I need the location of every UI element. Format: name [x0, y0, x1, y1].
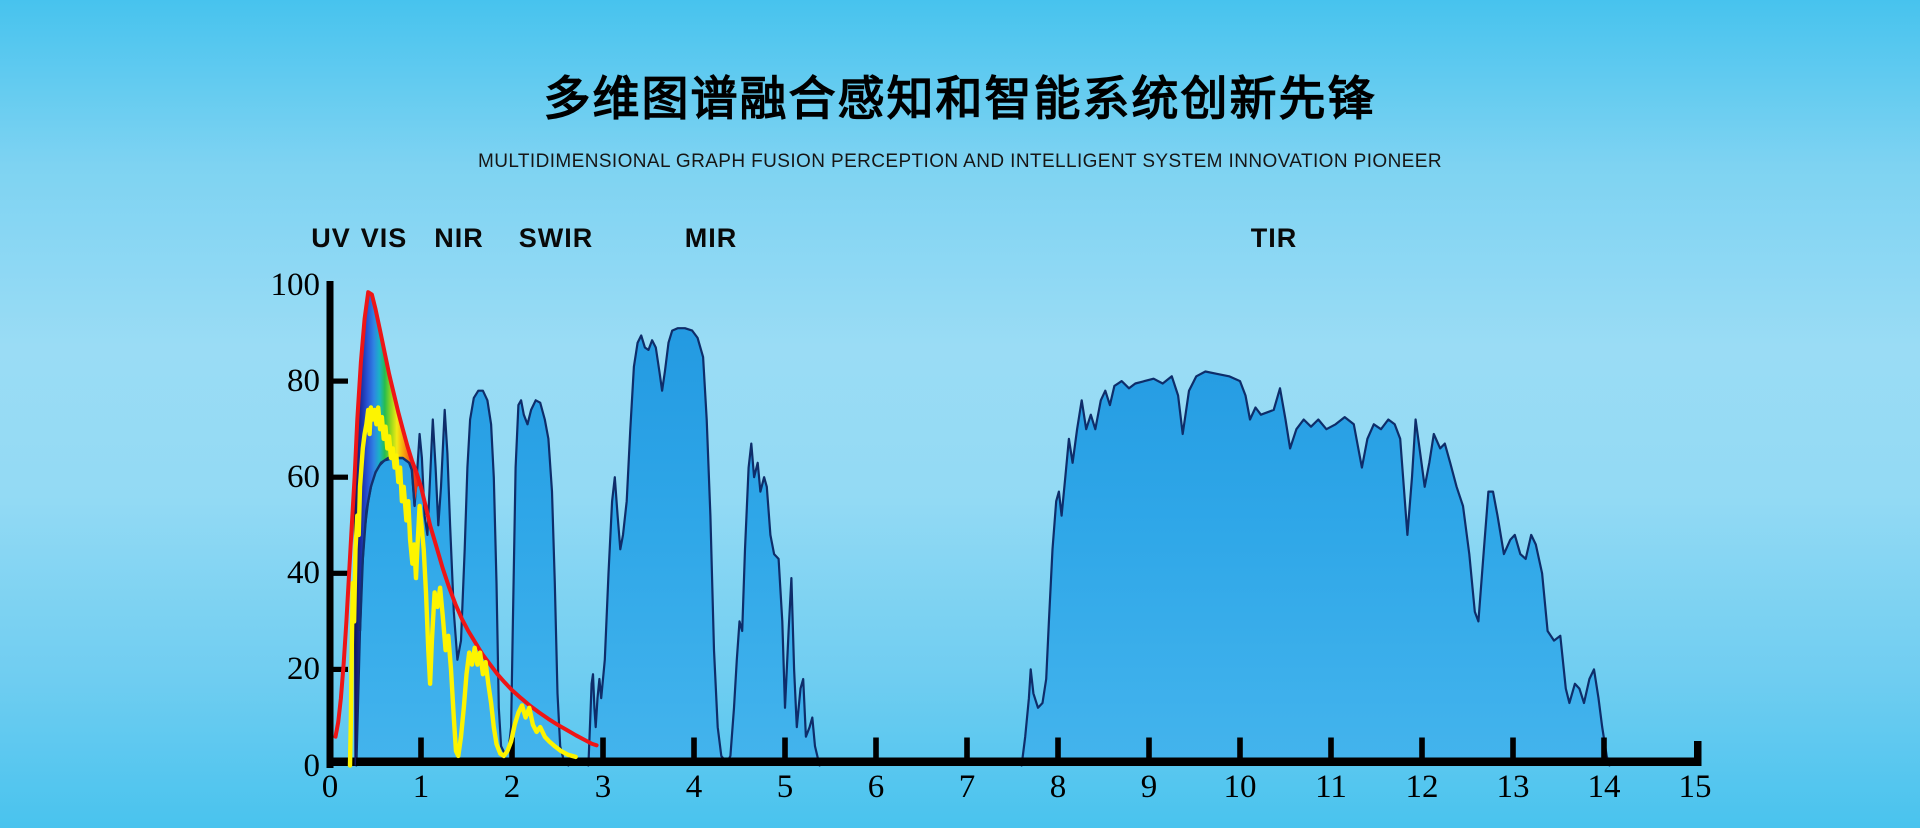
x-axis-tick	[1419, 737, 1425, 759]
x-tick-label-0: 0	[321, 769, 339, 805]
solar-spectrum-curve	[347, 405, 578, 768]
y-axis-tick	[333, 570, 348, 576]
y-tick-label-40: 40	[287, 555, 320, 592]
x-axis-tick	[964, 737, 970, 759]
x-tick-label-11: 11	[1315, 769, 1347, 805]
x-axis-tick	[600, 737, 606, 759]
x-axis-tick	[873, 737, 879, 759]
y-tick-label-80: 80	[287, 363, 320, 400]
x-tick-label-14: 14	[1587, 769, 1621, 805]
x-axis-tick	[509, 737, 515, 759]
y-axis-line	[326, 281, 334, 768]
x-axis-line	[326, 757, 1702, 766]
page-subtitle: MULTIDIMENSIONAL GRAPH FUSION PERCEPTION…	[478, 151, 1442, 172]
page-title: 多维图谱融合感知和智能系统创新先锋	[543, 72, 1377, 125]
x-axis-end-cap	[1694, 741, 1702, 766]
x-tick-label-12: 12	[1405, 769, 1439, 805]
x-tick-label-6: 6	[867, 769, 885, 805]
x-tick-label-10: 10	[1223, 769, 1257, 805]
band-label-uv: UV	[311, 223, 351, 253]
band-label-nir: NIR	[434, 223, 484, 253]
atmospheric-window-tir	[1020, 370, 1611, 767]
band-label-vis: VIS	[360, 223, 408, 253]
x-axis-tick	[782, 737, 788, 759]
x-tick-label-3: 3	[594, 769, 612, 805]
x-tick-label-7: 7	[958, 769, 976, 805]
x-axis-tick	[1146, 737, 1152, 759]
band-label-tir: TIR	[1250, 223, 1298, 253]
x-axis-tick	[1328, 737, 1334, 759]
x-axis-tick	[1601, 737, 1607, 759]
x-axis-tick	[418, 737, 424, 759]
y-tick-label-100: 100	[270, 267, 321, 303]
x-tick-label-4: 4	[685, 769, 703, 805]
x-axis-tick	[1055, 737, 1061, 759]
x-axis-tick	[1237, 737, 1243, 759]
x-tick-label-8: 8	[1049, 769, 1067, 805]
atmospheric-window-mir	[587, 327, 821, 767]
x-tick-label-13: 13	[1496, 769, 1530, 805]
x-tick-label-9: 9	[1140, 769, 1158, 805]
y-tick-label-60: 60	[287, 459, 320, 496]
y-axis-tick	[333, 666, 348, 672]
blackbody-radiation-curve	[333, 290, 599, 748]
x-tick-label-1: 1	[412, 769, 430, 805]
band-label-mir: MIR	[684, 223, 738, 253]
band-label-swir: SWIR	[518, 223, 594, 253]
x-tick-label-2: 2	[503, 769, 521, 805]
x-tick-label-5: 5	[776, 769, 794, 805]
x-axis-tick	[691, 737, 697, 759]
y-axis-tick	[333, 474, 348, 480]
y-tick-label-0: 0	[303, 747, 321, 784]
y-axis-tick	[333, 378, 348, 384]
x-tick-label-15: 15	[1678, 769, 1712, 805]
y-tick-label-20: 20	[287, 651, 320, 688]
x-axis-tick	[1510, 737, 1516, 759]
window-dome-outline	[358, 456, 416, 632]
